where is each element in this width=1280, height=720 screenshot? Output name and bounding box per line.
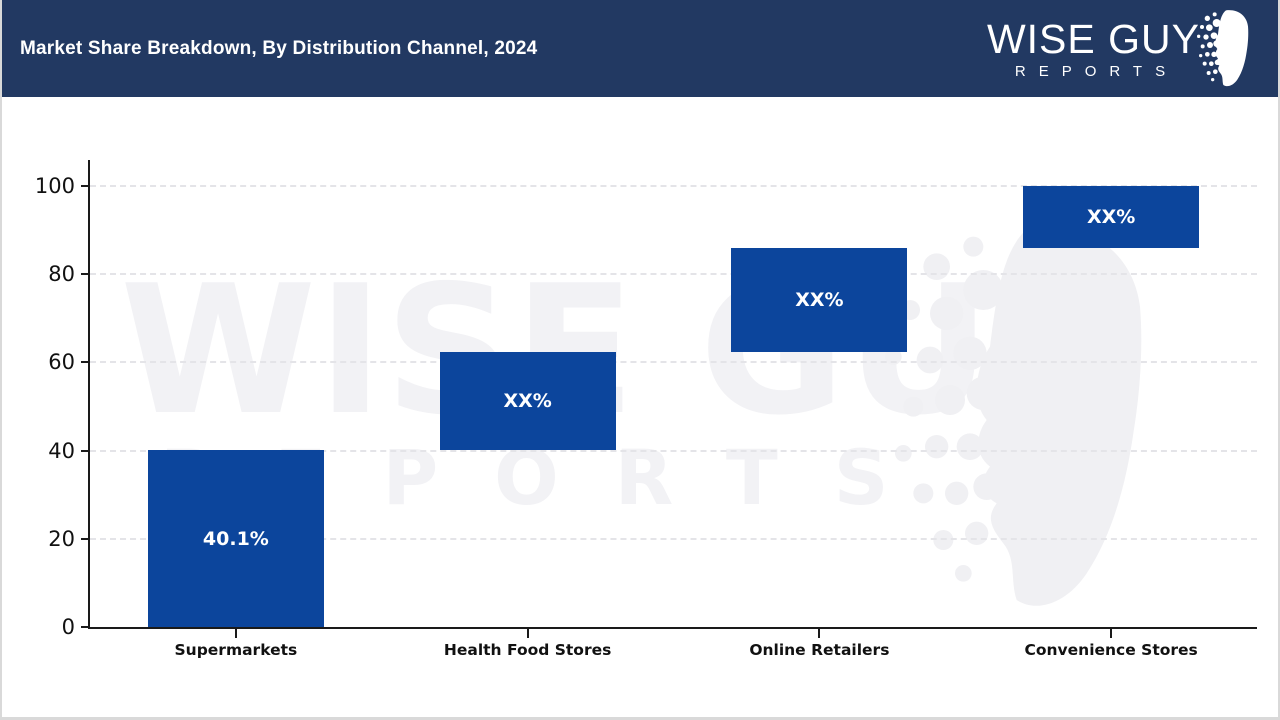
x-axis-tick bbox=[818, 629, 821, 638]
x-axis-tick bbox=[526, 629, 529, 638]
logo-subtitle: REPORTS bbox=[1014, 62, 1179, 80]
wise-guy-logo: WISE GUY REPORTS bbox=[987, 9, 1254, 89]
chart-title: Market Share Breakdown, By Distribution … bbox=[20, 37, 538, 59]
bar-online-retailers: XX% bbox=[731, 247, 908, 352]
y-axis-tick bbox=[81, 361, 90, 364]
y-tick-label: 60 bbox=[48, 350, 75, 375]
x-axis-tick bbox=[1110, 629, 1113, 638]
gridline bbox=[90, 361, 1257, 364]
y-axis-tick bbox=[81, 185, 90, 187]
bar-value-label: XX% bbox=[795, 288, 844, 311]
bar-health-food-stores: XX% bbox=[439, 351, 616, 451]
x-category-label: Convenience Stores bbox=[1024, 641, 1198, 659]
gridline bbox=[90, 449, 1257, 452]
y-axis-tick bbox=[81, 273, 90, 276]
y-axis-tick bbox=[81, 537, 90, 540]
y-axis bbox=[88, 160, 90, 629]
header-bar: Market Share Breakdown, By Distribution … bbox=[2, 0, 1278, 97]
y-tick-label: 80 bbox=[48, 262, 75, 287]
gridline bbox=[90, 185, 1257, 187]
x-axis-tick bbox=[234, 629, 237, 638]
gridline bbox=[90, 537, 1257, 540]
bar-value-label: 40.1% bbox=[202, 527, 269, 550]
bar-value-label: XX% bbox=[503, 389, 552, 412]
y-tick-label: 0 bbox=[61, 615, 75, 639]
logo-head-icon bbox=[1197, 9, 1249, 86]
y-tick-label: 100 bbox=[34, 174, 75, 198]
bar-convenience-stores: XX% bbox=[1023, 186, 1200, 248]
watermark-head-icon bbox=[885, 225, 1142, 606]
x-category-label: Supermarkets bbox=[174, 641, 298, 659]
x-axis bbox=[88, 627, 1257, 629]
y-tick-label: 40 bbox=[48, 438, 75, 463]
logo-wordmark: WISE GUY bbox=[986, 15, 1200, 62]
bar-value-label: XX% bbox=[1086, 205, 1136, 228]
bar-supermarkets: 40.1% bbox=[147, 450, 324, 627]
y-tick-label: 20 bbox=[48, 526, 75, 551]
y-axis-tick bbox=[81, 626, 90, 628]
y-axis-tick bbox=[81, 449, 90, 452]
x-category-label: Online Retailers bbox=[749, 641, 890, 659]
gridline bbox=[90, 273, 1257, 276]
x-category-label: Health Food Stores bbox=[443, 641, 612, 659]
